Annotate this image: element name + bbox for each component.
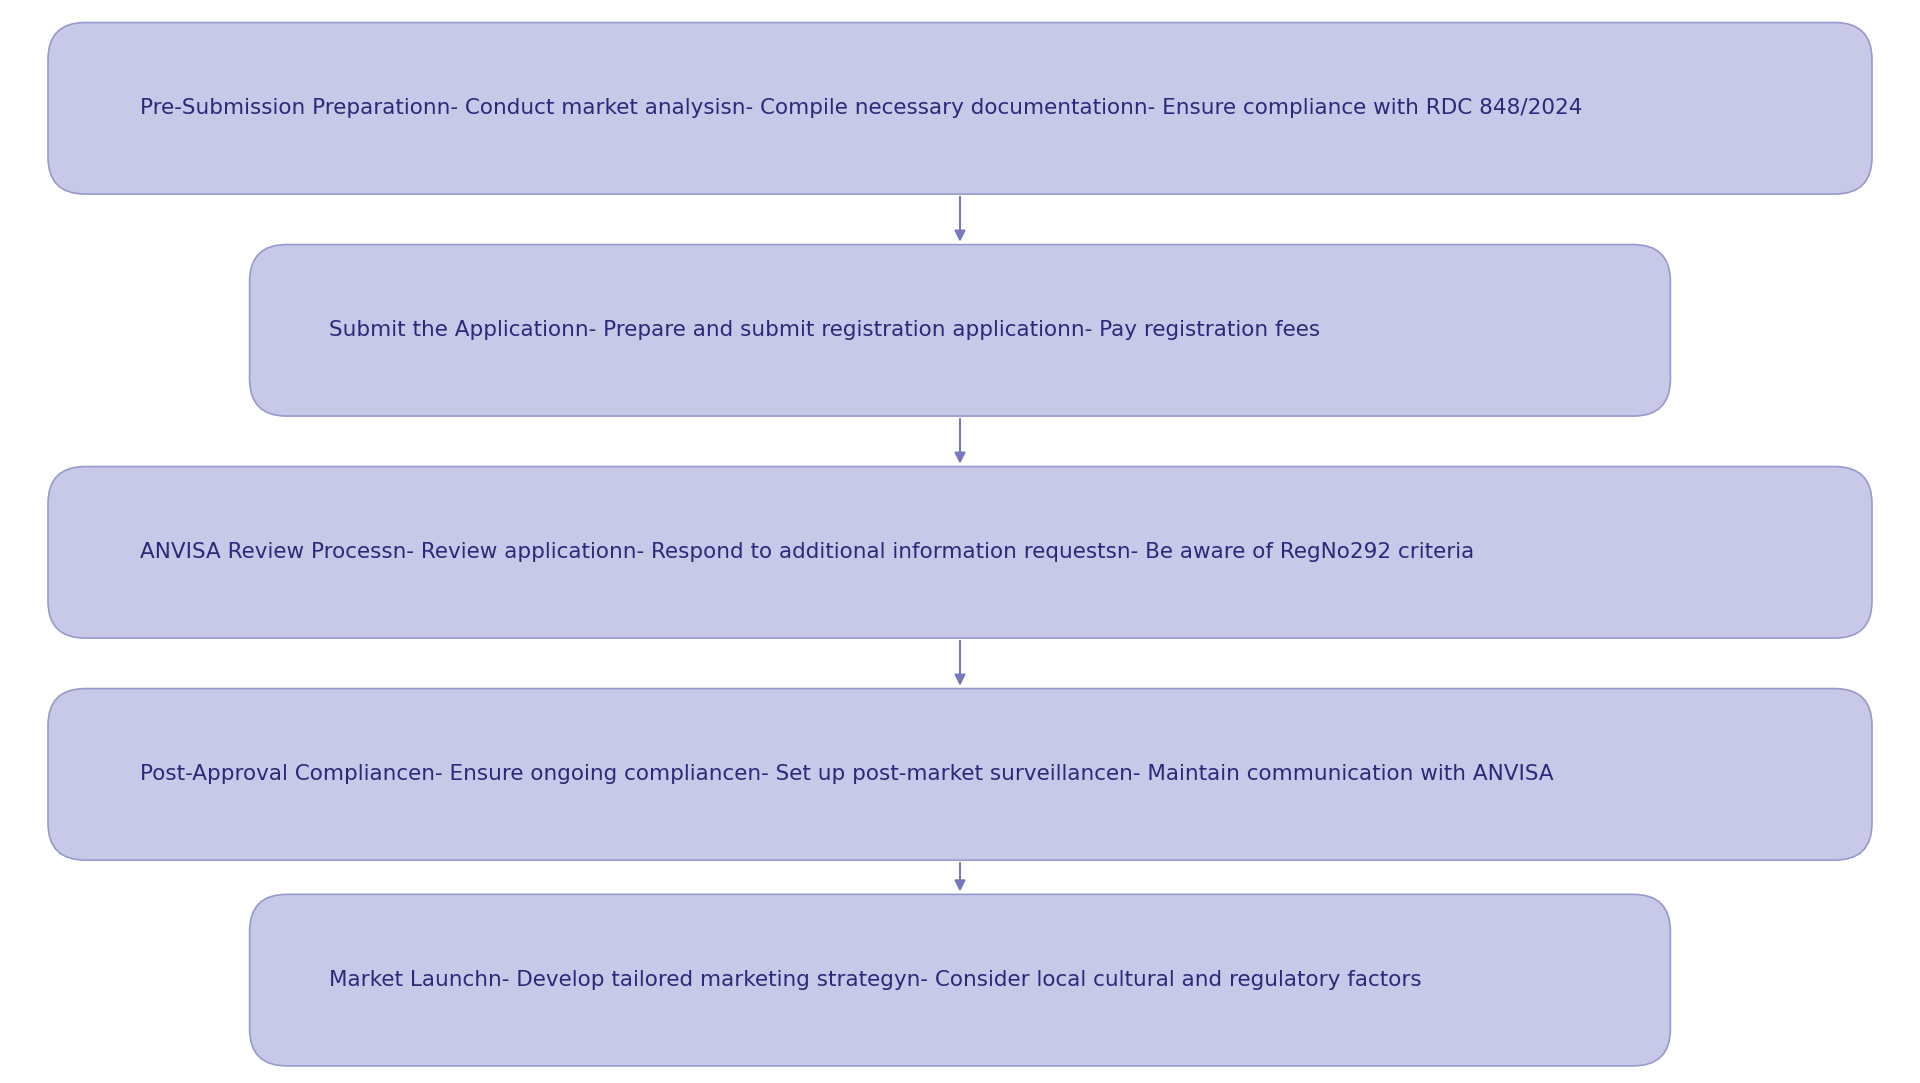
FancyBboxPatch shape — [250, 245, 1670, 416]
Text: Post-Approval Compliancen- Ensure ongoing compliancen- Set up post-market survei: Post-Approval Compliancen- Ensure ongoin… — [140, 765, 1553, 784]
FancyBboxPatch shape — [250, 895, 1670, 1066]
Text: Submit the Applicationn- Prepare and submit registration applicationn- Pay regis: Submit the Applicationn- Prepare and sub… — [328, 321, 1321, 340]
FancyBboxPatch shape — [48, 689, 1872, 860]
Text: Pre-Submission Preparationn- Conduct market analysisn- Compile necessary documen: Pre-Submission Preparationn- Conduct mar… — [140, 99, 1582, 118]
FancyBboxPatch shape — [48, 467, 1872, 638]
Text: ANVISA Review Processn- Review applicationn- Respond to additional information r: ANVISA Review Processn- Review applicati… — [140, 543, 1475, 562]
Text: Market Launchn- Develop tailored marketing strategyn- Consider local cultural an: Market Launchn- Develop tailored marketi… — [328, 970, 1423, 990]
FancyBboxPatch shape — [48, 23, 1872, 194]
